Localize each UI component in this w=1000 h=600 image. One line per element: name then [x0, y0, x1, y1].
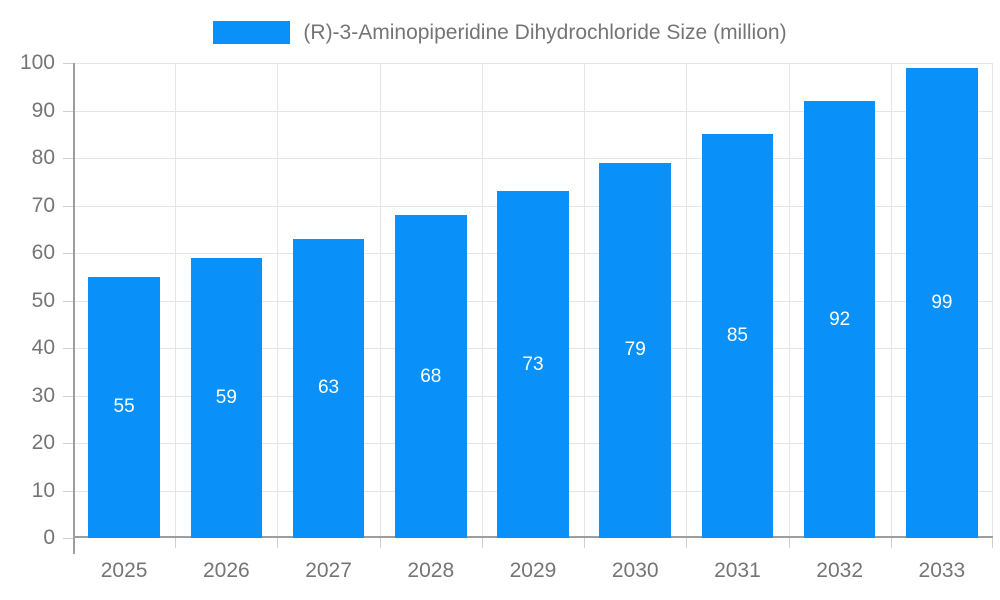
y-tick-label: 0	[43, 526, 55, 549]
y-tick-label: 20	[31, 431, 55, 454]
bar-value-label: 55	[113, 396, 135, 418]
x-axis-tick	[379, 538, 381, 548]
x-tick-label: 2027	[305, 559, 352, 582]
bar-value-label: 79	[624, 339, 646, 361]
y-tick-label: 50	[31, 288, 55, 312]
bar-value-label: 68	[420, 365, 442, 387]
bar-value-label: 92	[829, 308, 851, 330]
bar-value-label: 99	[931, 291, 953, 313]
x-axis-tick	[788, 538, 790, 548]
legend-label: (R)-3-Aminopiperidine Dihydrochloride Si…	[303, 21, 787, 44]
bar[interactable]	[701, 134, 774, 538]
y-axis-tick	[63, 110, 73, 112]
y-axis-tick	[63, 538, 73, 539]
bar[interactable]	[395, 215, 467, 538]
x-axis-tick	[584, 538, 586, 548]
bar-value-label: 85	[726, 325, 748, 347]
x-tick-label: 2026	[202, 559, 250, 582]
y-axis-tick	[63, 443, 73, 444]
gridline-vertical	[890, 63, 892, 538]
gridline-horizontal	[73, 158, 993, 159]
bar[interactable]	[599, 162, 671, 538]
x-axis-tick	[992, 538, 993, 548]
bar[interactable]	[906, 67, 978, 538]
y-tick-label: 80	[31, 146, 55, 169]
legend-swatch-icon	[213, 21, 291, 44]
bar[interactable]	[292, 238, 365, 538]
y-tick-label: 30	[31, 383, 55, 407]
x-axis-tick	[481, 538, 483, 548]
y-axis-tick	[63, 300, 73, 302]
gridline-vertical	[992, 63, 993, 538]
gridline-vertical	[481, 63, 483, 538]
y-axis-line	[73, 63, 75, 554]
y-axis-tick	[63, 63, 73, 64]
gridline-vertical	[175, 63, 177, 538]
y-axis-tick	[63, 348, 73, 349]
gridline-vertical	[788, 63, 790, 538]
x-axis-tick	[686, 538, 688, 548]
y-axis-tick	[63, 205, 73, 207]
gridline-vertical	[379, 63, 381, 538]
gridline-horizontal	[73, 110, 993, 112]
x-tick-label: 2032	[816, 559, 864, 582]
x-tick-label: 2028	[407, 559, 455, 582]
plot-area: 55 59 63 68 73 79 85 92 99	[63, 63, 993, 554]
legend[interactable]: (R)-3-Aminopiperidine Dihydrochloride Si…	[0, 21, 1000, 44]
bar[interactable]	[803, 101, 876, 538]
x-axis-tick	[175, 538, 177, 548]
y-tick-label: 10	[31, 478, 55, 502]
x-tick-label: 2031	[714, 559, 761, 582]
y-axis-tick	[63, 158, 73, 159]
gridline-vertical	[686, 63, 688, 538]
x-tick-label: 2029	[509, 559, 557, 582]
bar-value-label: 63	[317, 377, 340, 399]
gridline-horizontal	[73, 63, 993, 64]
bar[interactable]	[497, 191, 569, 538]
y-axis-tick	[63, 395, 73, 397]
y-tick-label: 100	[19, 51, 55, 74]
y-tick-label: 40	[31, 336, 55, 359]
bar-value-label: 73	[522, 353, 544, 375]
x-axis-tick	[277, 538, 279, 548]
y-axis-tick	[63, 490, 73, 492]
y-axis-tick	[63, 253, 73, 254]
x-tick-label: 2033	[918, 559, 966, 582]
x-tick-label: 2030	[611, 559, 659, 582]
bar[interactable]	[88, 276, 160, 538]
y-tick-label: 60	[31, 241, 55, 264]
y-tick-label: 70	[31, 193, 55, 217]
x-axis-tick	[890, 538, 892, 548]
bar-value-label: 59	[215, 386, 237, 408]
gridline-vertical	[277, 63, 279, 538]
bar[interactable]	[190, 257, 263, 538]
gridline-vertical	[584, 63, 586, 538]
y-tick-label: 90	[31, 98, 55, 122]
x-tick-label: 2025	[100, 559, 148, 582]
